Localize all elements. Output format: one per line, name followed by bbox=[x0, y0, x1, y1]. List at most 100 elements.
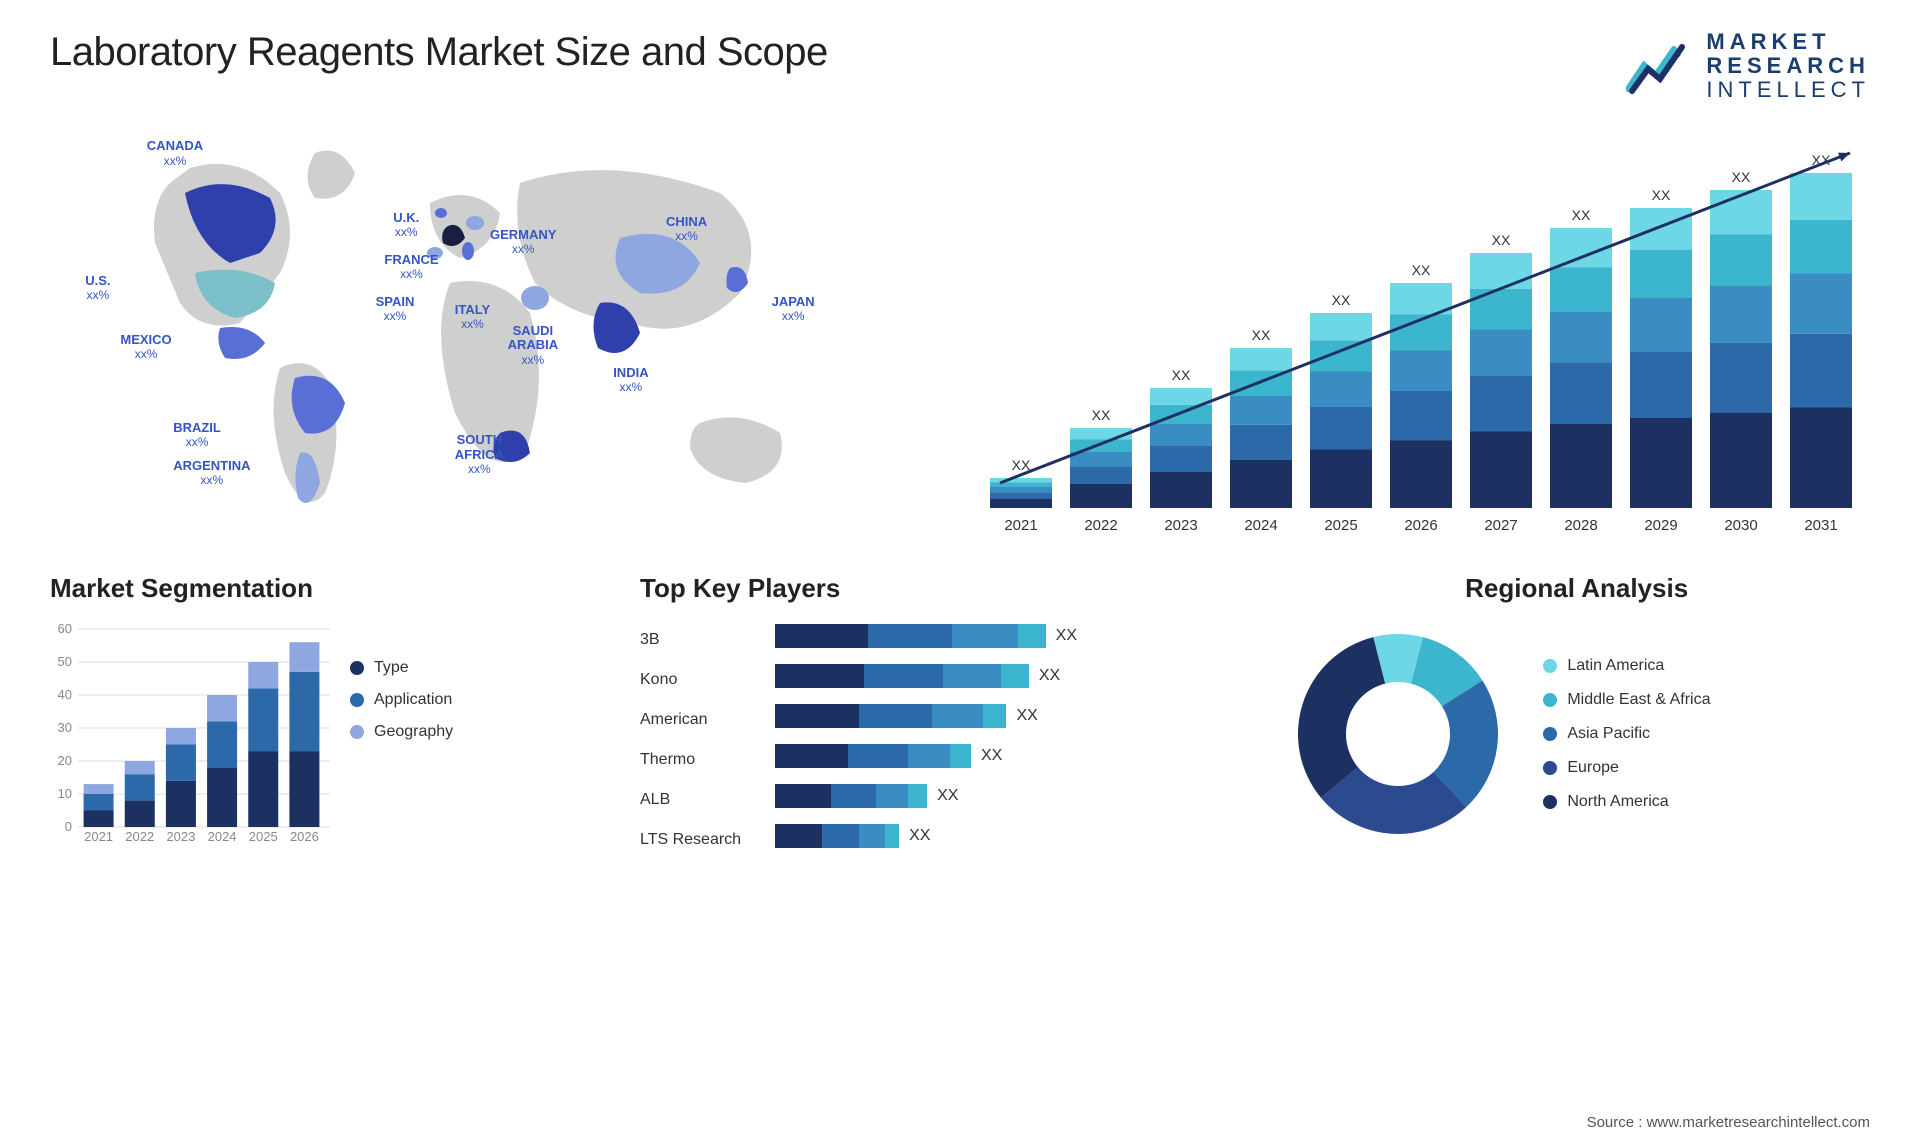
growth-bar-seg bbox=[990, 487, 1052, 492]
seg-bar-seg bbox=[289, 642, 319, 672]
svg-text:2021: 2021 bbox=[84, 829, 113, 844]
seg-bar-seg bbox=[125, 761, 155, 774]
map-italy bbox=[462, 242, 474, 260]
map-saudi bbox=[521, 286, 549, 310]
seg-legend-item: Geography bbox=[350, 723, 453, 741]
seg-bar-seg bbox=[248, 662, 278, 688]
growth-bar-seg bbox=[1710, 342, 1772, 412]
svg-text:0: 0 bbox=[65, 819, 72, 834]
seg-bar-seg bbox=[166, 744, 196, 780]
growth-bar-seg bbox=[1150, 388, 1212, 405]
growth-year-label: 2022 bbox=[1084, 517, 1117, 534]
growth-bar-value: XX bbox=[1172, 367, 1191, 383]
map-label-spain: SPAINxx% bbox=[376, 295, 415, 324]
regional-title: Regional Analysis bbox=[1283, 573, 1870, 604]
growth-bar-seg bbox=[1390, 391, 1452, 441]
regional-legend-item: Europe bbox=[1543, 759, 1710, 777]
player-name: LTS Research bbox=[640, 827, 760, 853]
growth-bar-seg bbox=[1710, 234, 1772, 285]
seg-legend-item: Application bbox=[350, 691, 453, 709]
player-name: Kono bbox=[640, 667, 760, 693]
growth-bar-seg bbox=[1310, 313, 1372, 340]
growth-bar-seg bbox=[1150, 445, 1212, 471]
growth-bar-value: XX bbox=[1492, 232, 1511, 248]
growth-bar-seg bbox=[1230, 348, 1292, 370]
growth-bar-seg bbox=[1070, 452, 1132, 466]
players-labels: 3BKonoAmericanThermoALBLTS Research bbox=[640, 619, 760, 853]
growth-chart: XX2021XX2022XX2023XX2024XX2025XX2026XX20… bbox=[970, 123, 1870, 543]
seg-bar-seg bbox=[125, 774, 155, 800]
regional-panel: Regional Analysis Latin AmericaMiddle Ea… bbox=[1283, 573, 1870, 853]
map-label-southafrica: SOUTHAFRICAxx% bbox=[455, 433, 504, 476]
regional-legend-item: Asia Pacific bbox=[1543, 725, 1710, 743]
source-text: Source : www.marketresearchintellect.com bbox=[1587, 1114, 1870, 1131]
svg-text:2026: 2026 bbox=[290, 829, 319, 844]
players-title: Top Key Players bbox=[640, 573, 1253, 604]
logo-icon bbox=[1626, 39, 1696, 94]
growth-bar-seg bbox=[1070, 466, 1132, 484]
brand-logo: MARKET RESEARCH INTELLECT bbox=[1626, 30, 1870, 103]
player-value: XX bbox=[1039, 667, 1060, 685]
seg-bar-seg bbox=[207, 695, 237, 721]
growth-bar-seg bbox=[1550, 267, 1612, 312]
donut-chart bbox=[1283, 619, 1513, 849]
page-title: Laboratory Reagents Market Size and Scop… bbox=[50, 30, 828, 75]
growth-bar-seg bbox=[1230, 396, 1292, 425]
map-mexico bbox=[218, 327, 265, 359]
growth-year-label: 2028 bbox=[1564, 517, 1597, 534]
seg-bar-seg bbox=[166, 728, 196, 745]
map-uk bbox=[435, 208, 447, 218]
world-map: CANADAxx%U.S.xx%MEXICOxx%BRAZILxx%ARGENT… bbox=[50, 123, 930, 543]
players-panel: Top Key Players 3BKonoAmericanThermoALBL… bbox=[640, 573, 1253, 853]
growth-bar-seg bbox=[990, 482, 1052, 487]
growth-bar-value: XX bbox=[1412, 262, 1431, 278]
svg-text:20: 20 bbox=[58, 753, 72, 768]
map-label-us: U.S.xx% bbox=[85, 274, 110, 303]
map-label-canada: CANADAxx% bbox=[147, 139, 203, 168]
map-label-italy: ITALYxx% bbox=[455, 303, 490, 332]
svg-text:30: 30 bbox=[58, 720, 72, 735]
growth-bar-seg bbox=[1310, 406, 1372, 449]
player-name: 3B bbox=[640, 627, 760, 653]
growth-year-label: 2025 bbox=[1324, 517, 1357, 534]
player-value: XX bbox=[937, 787, 958, 805]
player-name: American bbox=[640, 707, 760, 733]
player-name: ALB bbox=[640, 787, 760, 813]
growth-bar-seg bbox=[1070, 428, 1132, 439]
segmentation-panel: Market Segmentation 01020304050602021202… bbox=[50, 573, 610, 853]
growth-year-label: 2027 bbox=[1484, 517, 1517, 534]
growth-arrow-head bbox=[1838, 152, 1850, 161]
seg-bar-seg bbox=[166, 780, 196, 826]
svg-text:50: 50 bbox=[58, 654, 72, 669]
growth-bar-seg bbox=[1790, 173, 1852, 220]
map-germany bbox=[466, 216, 484, 230]
svg-text:2024: 2024 bbox=[208, 829, 237, 844]
map-label-france: FRANCExx% bbox=[384, 253, 438, 282]
growth-bar-seg bbox=[1470, 288, 1532, 329]
growth-bar-seg bbox=[1390, 440, 1452, 508]
bottom-row: Market Segmentation 01020304050602021202… bbox=[50, 573, 1870, 853]
map-label-uk: U.K.xx% bbox=[393, 211, 419, 240]
player-row: XX bbox=[775, 703, 1253, 729]
map-label-argentina: ARGENTINAxx% bbox=[173, 459, 250, 488]
growth-bar-seg bbox=[1470, 375, 1532, 431]
growth-bar-value: XX bbox=[1572, 207, 1591, 223]
growth-bar-value: XX bbox=[1652, 187, 1671, 203]
growth-bar-seg bbox=[1630, 298, 1692, 352]
player-row: XX bbox=[775, 743, 1253, 769]
seg-bar-seg bbox=[84, 810, 114, 827]
growth-bar-seg bbox=[1310, 340, 1372, 371]
regional-legend-item: North America bbox=[1543, 793, 1710, 811]
growth-bar-seg bbox=[1630, 352, 1692, 418]
seg-bar-seg bbox=[84, 794, 114, 811]
map-label-india: INDIAxx% bbox=[613, 366, 648, 395]
growth-bar-seg bbox=[1550, 312, 1612, 362]
growth-bar-seg bbox=[990, 492, 1052, 499]
growth-bar-seg bbox=[1630, 418, 1692, 508]
growth-svg: XX2021XX2022XX2023XX2024XX2025XX2026XX20… bbox=[970, 123, 1870, 543]
svg-text:2025: 2025 bbox=[249, 829, 278, 844]
player-row: XX bbox=[775, 823, 1253, 849]
growth-bar-seg bbox=[1470, 431, 1532, 508]
growth-bar-seg bbox=[1310, 449, 1372, 508]
growth-bar-seg bbox=[1470, 253, 1532, 289]
